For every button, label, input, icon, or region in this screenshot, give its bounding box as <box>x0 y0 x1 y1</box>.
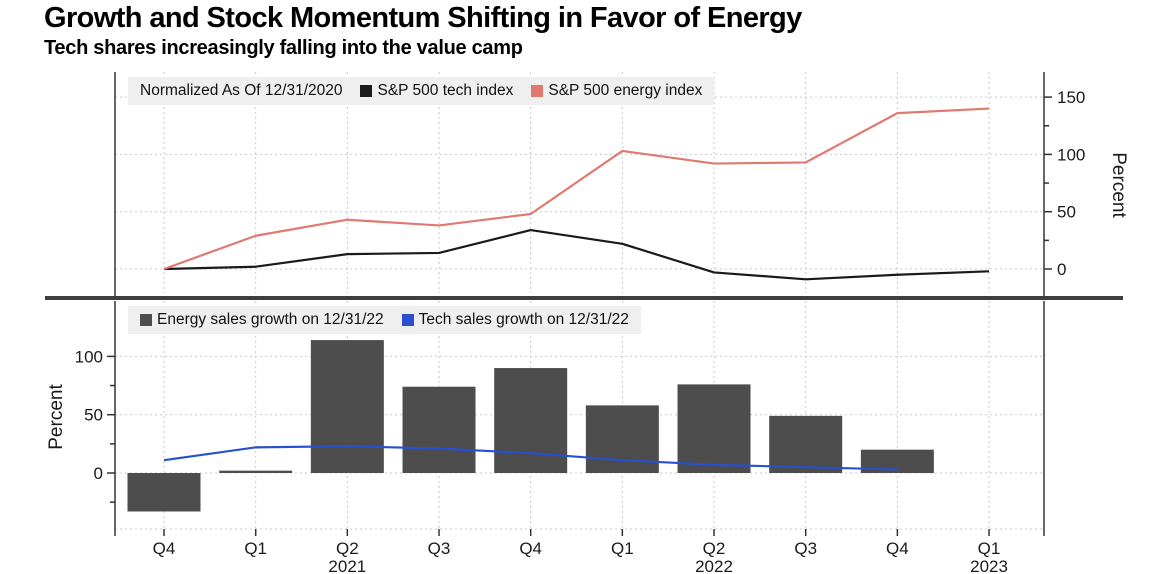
legend-top-panel: Normalized As Of 12/31/2020 S&P 500 tech… <box>128 77 715 105</box>
bottom-panel-axis: 0 50 100 Percent Q4 Q1 Q2 Q3 Q4 Q1 Q2 Q3 Q4 Q1 2021 202… <box>46 301 1045 574</box>
energy-bar <box>769 415 843 473</box>
tech-index-swatch <box>360 85 373 97</box>
x-tick-label: Q4 <box>519 539 542 558</box>
x-tick-label: Q1 <box>244 539 267 558</box>
legend-item-tech-sales: Tech sales growth on 12/31/22 <box>401 311 629 329</box>
tech-index-label: S&P 500 tech index <box>377 82 514 99</box>
y-tick-label: 50 <box>1057 203 1076 222</box>
energy-bar <box>127 473 201 512</box>
legend-item-energy-index: S&P 500 energy index <box>531 82 702 100</box>
bottom-panel: 0 50 100 Percent Q4 Q1 Q2 Q3 Q4 Q1 Q2 Q3 Q4 Q1 2021 202… <box>46 301 1045 574</box>
energy-bar <box>860 449 934 473</box>
x-tick-label: Q3 <box>794 539 817 558</box>
year-label: 2023 <box>970 557 1008 574</box>
energy-index-swatch <box>531 85 544 97</box>
energy-sales-swatch <box>140 314 152 326</box>
bottom-y-axis-title: Percent <box>46 384 67 450</box>
energy-bar <box>585 405 659 473</box>
energy-bar <box>402 386 476 473</box>
legend-bottom-panel: Energy sales growth on 12/31/22 Tech sal… <box>128 306 641 334</box>
tech-sales-line <box>163 445 898 471</box>
sp500-tech-line <box>163 228 990 281</box>
y-tick-label: 100 <box>75 347 103 366</box>
top-y-axis-title: Percent <box>1108 152 1129 218</box>
energy-sales-label: Energy sales growth on 12/31/22 <box>157 311 384 328</box>
tech-sales-swatch <box>401 314 414 326</box>
page-title: Growth and Stock Momentum Shifting in Fa… <box>44 2 802 34</box>
bottom-panel-gridlines <box>115 301 1044 530</box>
y-tick-label: 150 <box>1057 88 1085 107</box>
x-tick-label: Q1 <box>611 539 634 558</box>
y-tick-label: 100 <box>1057 145 1085 164</box>
year-label: 2021 <box>328 557 366 574</box>
x-tick-label: Q3 <box>428 539 451 558</box>
x-tick-label: Q4 <box>886 539 909 558</box>
panel-divider <box>45 296 1123 300</box>
energy-bar <box>494 368 568 473</box>
energy-index-label: S&P 500 energy index <box>548 82 703 99</box>
legend-item-tech-index: S&P 500 tech index <box>360 82 513 100</box>
legend-item-energy-sales: Energy sales growth on 12/31/22 <box>140 311 384 329</box>
x-tick-label: Q4 <box>153 539 176 558</box>
legend-note: Normalized As Of 12/31/2020 <box>140 82 343 99</box>
tech-sales-label: Tech sales growth on 12/31/22 <box>418 311 629 328</box>
year-label: 2022 <box>695 557 733 574</box>
x-tick-label: Q2 <box>703 539 726 558</box>
energy-bar <box>677 384 751 473</box>
x-tick-label: Q1 <box>978 539 1001 558</box>
y-tick-label: 0 <box>1057 260 1066 279</box>
top-panel: 0 50 100 150 Percent <box>114 72 1129 296</box>
energy-bar <box>310 340 384 473</box>
top-panel-gridlines <box>115 72 1044 293</box>
energy-bar <box>219 470 293 473</box>
y-tick-label: 0 <box>94 464 103 483</box>
page-subtitle: Tech shares increasingly falling into th… <box>44 37 523 59</box>
top-panel-axis: 0 50 100 150 Percent <box>114 72 1129 296</box>
sp500-energy-line <box>163 107 990 271</box>
y-tick-label: 50 <box>84 406 103 425</box>
energy-bars <box>127 340 934 512</box>
x-tick-label: Q2 <box>336 539 359 558</box>
